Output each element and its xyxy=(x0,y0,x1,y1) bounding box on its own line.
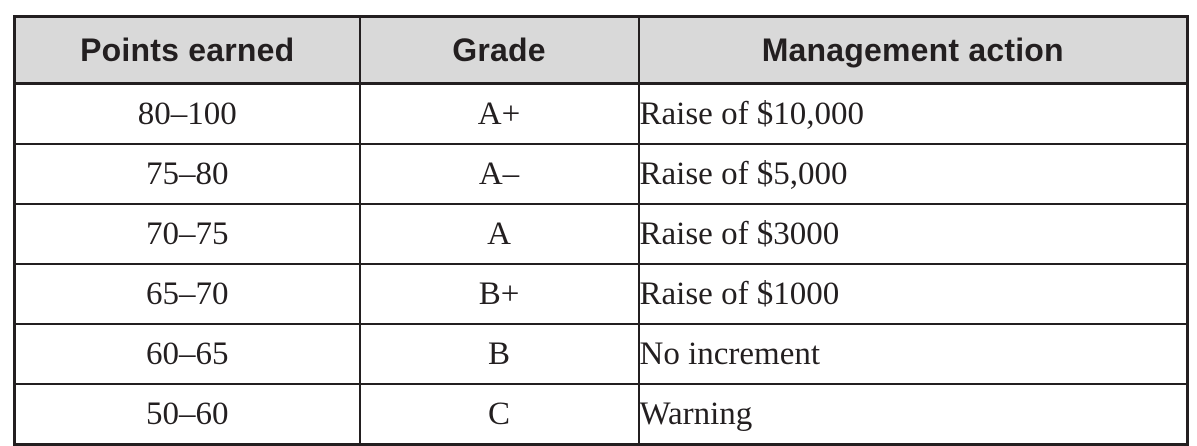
grade-cell: A xyxy=(358,203,640,265)
grade-cell: B xyxy=(358,323,640,385)
points-cell: 60–65 xyxy=(13,323,361,385)
points-cell: 75–80 xyxy=(13,143,361,205)
grade-cell: A– xyxy=(358,143,640,205)
action-cell: Warning xyxy=(637,383,1189,446)
points-cell: 80–100 xyxy=(13,82,361,145)
table-row: 70–75 A Raise of $3000 xyxy=(13,203,1189,265)
action-cell: No increment xyxy=(637,323,1189,385)
points-cell: 65–70 xyxy=(13,263,361,325)
points-cell: 70–75 xyxy=(13,203,361,265)
grade-cell: B+ xyxy=(358,263,640,325)
table-row: 50–60 C Warning xyxy=(13,383,1189,446)
action-cell: Raise of $10,000 xyxy=(637,82,1189,145)
table-row: 60–65 B No increment xyxy=(13,323,1189,385)
header-points-earned: Points earned xyxy=(13,15,361,85)
action-cell: Raise of $3000 xyxy=(637,203,1189,265)
header-management-action: Management action xyxy=(637,15,1189,85)
table-row: 75–80 A– Raise of $5,000 xyxy=(13,143,1189,205)
header-row: Points earned Grade Management action xyxy=(13,15,1189,85)
grade-cell: C xyxy=(358,383,640,446)
grade-cell: A+ xyxy=(358,82,640,145)
action-cell: Raise of $1000 xyxy=(637,263,1189,325)
points-cell: 50–60 xyxy=(13,383,361,446)
header-grade: Grade xyxy=(358,15,640,85)
table-row: 65–70 B+ Raise of $1000 xyxy=(13,263,1189,325)
action-cell: Raise of $5,000 xyxy=(637,143,1189,205)
table-row: 80–100 A+ Raise of $10,000 xyxy=(13,82,1189,145)
grade-table: Points earned Grade Management action 80… xyxy=(13,15,1189,446)
